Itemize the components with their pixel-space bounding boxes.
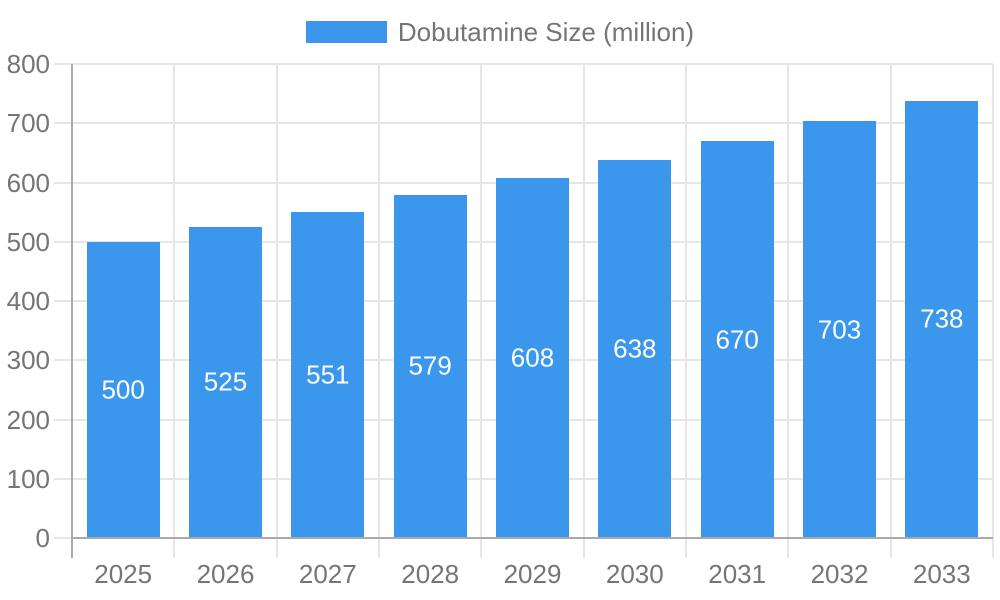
y-axis-label: 600 bbox=[6, 167, 50, 198]
bar-2033[interactable] bbox=[905, 100, 979, 538]
bar-2027[interactable] bbox=[291, 211, 365, 538]
legend[interactable]: Dobutamine Size (million) bbox=[0, 13, 1000, 51]
y-axis-label: 200 bbox=[6, 404, 50, 435]
bar-2032[interactable] bbox=[803, 121, 876, 538]
y-axis-label: 500 bbox=[6, 226, 50, 257]
v-gridline bbox=[582, 64, 585, 558]
bar-2029[interactable] bbox=[496, 177, 569, 538]
bar-2030[interactable] bbox=[598, 159, 672, 538]
v-gridline bbox=[889, 64, 892, 558]
x-axis-label: 2027 bbox=[298, 559, 357, 589]
y-axis-label: 100 bbox=[6, 463, 50, 494]
x-axis-label: 2033 bbox=[912, 559, 971, 589]
bar-value-label: 738 bbox=[920, 303, 964, 334]
v-gridline bbox=[685, 64, 687, 558]
bar-value-label: 525 bbox=[203, 366, 248, 397]
x-axis-label: 2030 bbox=[605, 559, 664, 589]
x-axis-label: 2029 bbox=[503, 559, 562, 589]
bar-value-label: 579 bbox=[408, 350, 452, 381]
bar-value-label: 638 bbox=[613, 333, 657, 364]
y-axis-line bbox=[71, 64, 73, 558]
x-axis-label: 2032 bbox=[810, 559, 869, 589]
h-gridline bbox=[54, 63, 993, 65]
v-gridline bbox=[787, 64, 790, 558]
bar-2025[interactable] bbox=[86, 241, 160, 538]
x-axis-label: 2028 bbox=[401, 559, 460, 589]
bar-value-label: 703 bbox=[817, 314, 862, 345]
v-gridline bbox=[275, 64, 278, 558]
bar-value-label: 670 bbox=[715, 324, 759, 354]
y-axis-label: 300 bbox=[6, 345, 50, 376]
y-axis-label: 700 bbox=[6, 108, 50, 139]
h-gridline bbox=[54, 122, 993, 125]
x-axis-label: 2031 bbox=[708, 559, 767, 589]
bar-value-label: 500 bbox=[101, 374, 145, 405]
legend-swatch bbox=[305, 21, 387, 43]
bar-2028[interactable] bbox=[393, 194, 467, 538]
bar-value-label: 551 bbox=[306, 359, 350, 390]
y-axis-label: 400 bbox=[6, 286, 50, 316]
bar-2026[interactable] bbox=[189, 226, 262, 538]
v-gridline bbox=[378, 64, 380, 558]
y-axis-label: 0 bbox=[35, 523, 50, 553]
v-gridline bbox=[480, 64, 483, 558]
bar-2031[interactable] bbox=[700, 141, 774, 538]
x-axis-label: 2025 bbox=[94, 559, 153, 589]
v-gridline bbox=[992, 64, 994, 558]
x-axis-label: 2026 bbox=[196, 559, 255, 589]
y-axis-label: 800 bbox=[6, 49, 50, 79]
v-gridline bbox=[173, 64, 176, 558]
legend-label: Dobutamine Size (million) bbox=[397, 16, 695, 47]
bar-value-label: 608 bbox=[510, 342, 555, 373]
x-axis-line bbox=[72, 537, 993, 539]
